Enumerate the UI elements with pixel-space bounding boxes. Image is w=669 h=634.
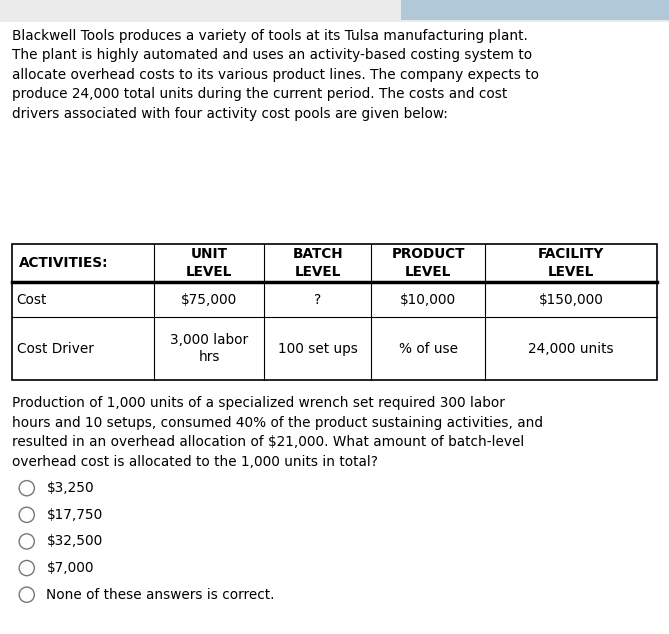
Text: 3,000 labor
hrs: 3,000 labor hrs [170,333,248,365]
Ellipse shape [19,560,34,576]
Text: Blackwell Tools produces a variety of tools at its Tulsa manufacturing plant.
Th: Blackwell Tools produces a variety of to… [12,29,539,120]
Text: 100 set ups: 100 set ups [278,342,358,356]
Text: None of these answers is correct.: None of these answers is correct. [46,588,275,602]
Ellipse shape [19,481,34,496]
Text: Cost Driver: Cost Driver [17,342,94,356]
Text: ?: ? [314,292,321,307]
Text: FACILITY
LEVEL: FACILITY LEVEL [538,247,604,279]
Text: $7,000: $7,000 [46,561,94,575]
Ellipse shape [19,587,34,602]
Text: $3,250: $3,250 [46,481,94,495]
Text: $150,000: $150,000 [539,292,603,307]
Bar [401,0,669,20]
Text: $75,000: $75,000 [181,292,237,307]
Text: $17,750: $17,750 [46,508,102,522]
Bar [12,244,657,380]
Text: $10,000: $10,000 [400,292,456,307]
Text: 24,000 units: 24,000 units [529,342,613,356]
Ellipse shape [19,534,34,549]
Text: BATCH
LEVEL: BATCH LEVEL [292,247,343,279]
Text: ACTIVITIES:: ACTIVITIES: [19,256,108,270]
Ellipse shape [19,507,34,522]
Text: Production of 1,000 units of a specialized wrench set required 300 labor
hours a: Production of 1,000 units of a specializ… [12,396,543,469]
Text: $32,500: $32,500 [46,534,102,548]
Text: % of use: % of use [399,342,458,356]
Text: UNIT
LEVEL: UNIT LEVEL [186,247,232,279]
Text: Cost: Cost [17,292,47,307]
Text: PRODUCT
LEVEL: PRODUCT LEVEL [391,247,465,279]
